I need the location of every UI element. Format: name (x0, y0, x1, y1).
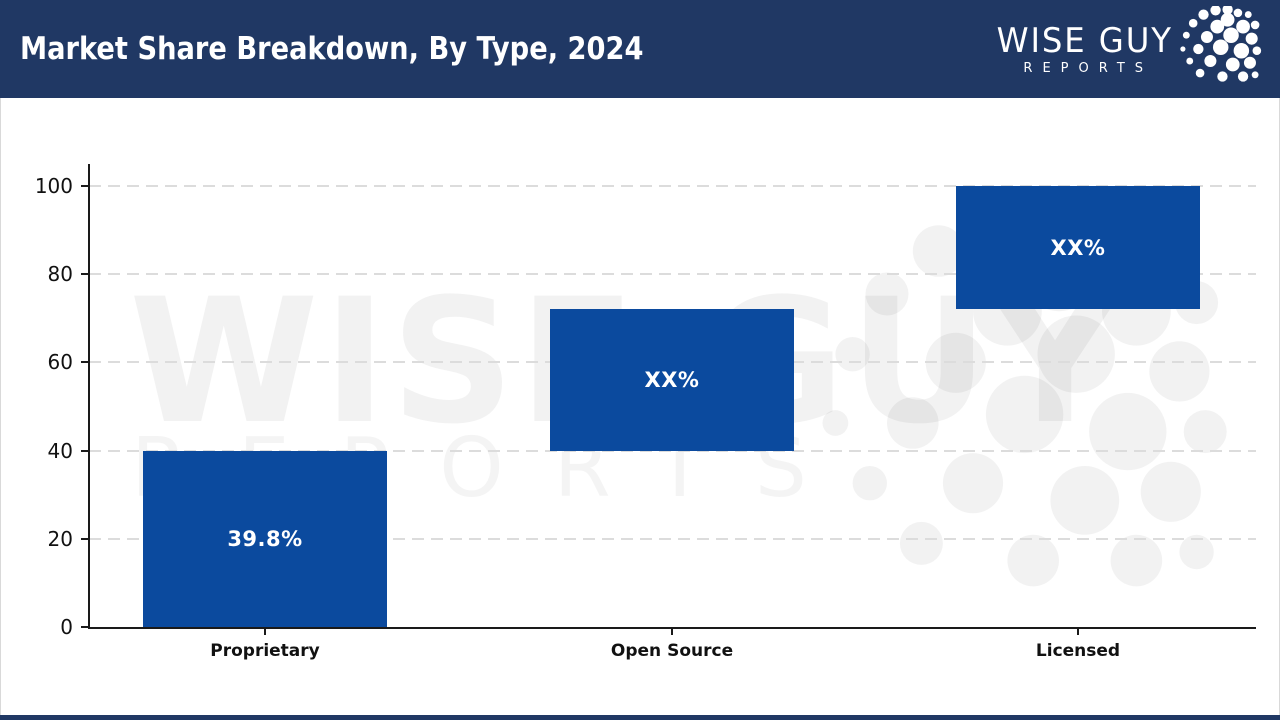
logo-wordmark-line2: REPORTS (1023, 60, 1154, 76)
y-tick-label-60: 60 (47, 350, 73, 375)
footer-bar (0, 715, 1280, 720)
category-label-proprietary: Proprietary (210, 641, 320, 661)
y-tick-60 (81, 361, 89, 364)
logo-wordmark-line1: WISE GUY (997, 20, 1174, 61)
logo-wordmark: WISE GUY REPORTS (992, 24, 1178, 75)
gridline-100 (89, 185, 1256, 187)
y-tick-80 (81, 273, 89, 276)
page-title: Market Share Breakdown, By Type, 2024 (20, 31, 644, 67)
y-tick-label-20: 20 (47, 526, 73, 551)
y-tick-label-40: 40 (47, 438, 73, 463)
y-tick-label-100: 100 (34, 174, 73, 198)
x-tick-licensed (1077, 627, 1079, 635)
plot: 0 20 40 60 80 100 39.8% Proprietary XX% Open Sour… (1, 98, 1279, 715)
y-tick-0 (81, 626, 89, 628)
y-tick-label-0: 0 (60, 615, 73, 639)
y-tick-40 (81, 449, 89, 452)
logo-head-icon (1180, 6, 1262, 82)
gridline-20 (89, 537, 1256, 540)
chart-area: WISE GUY REPORTS 02040608010039.8%Propri… (0, 98, 1280, 715)
x-tick-proprietary (264, 627, 266, 635)
x-tick-open-source (671, 627, 673, 635)
bar-value-label: 39.8% (227, 527, 303, 552)
bar-open-source: XX% (550, 309, 794, 452)
y-tick-100 (81, 185, 89, 187)
y-axis-spine (88, 164, 90, 629)
y-tick-20 (81, 537, 89, 540)
bar-value-label: XX% (644, 368, 700, 393)
y-tick-label-80: 80 (47, 262, 73, 287)
bar-licensed: XX% (956, 186, 1200, 310)
header-bar: Market Share Breakdown, By Type, 2024 WI… (0, 0, 1280, 98)
wise-guy-reports-logo: WISE GUY REPORTS (992, 6, 1264, 92)
bar-value-label: XX% (1050, 235, 1106, 260)
gridline-80 (89, 273, 1256, 276)
category-label-licensed: Licensed (1035, 641, 1121, 661)
category-label-open-source: Open Source (610, 641, 734, 661)
bar-proprietary: 39.8% (143, 451, 387, 627)
